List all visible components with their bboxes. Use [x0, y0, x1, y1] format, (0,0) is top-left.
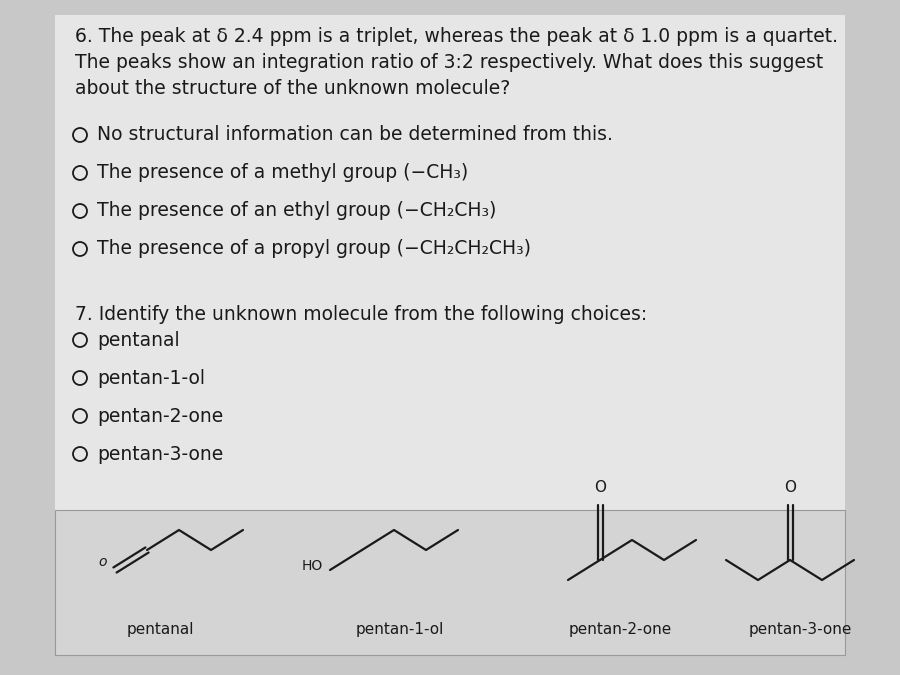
Text: pentan-2-one: pentan-2-one	[97, 406, 223, 425]
FancyBboxPatch shape	[55, 15, 845, 655]
Text: pentan-1-ol: pentan-1-ol	[97, 369, 205, 387]
Text: The presence of a propyl group (−CH₂CH₂CH₃): The presence of a propyl group (−CH₂CH₂C…	[97, 240, 531, 259]
FancyBboxPatch shape	[55, 510, 845, 655]
Text: The peaks show an integration ratio of 3:2 respectively. What does this suggest: The peaks show an integration ratio of 3…	[75, 53, 824, 72]
Text: pentan-3-one: pentan-3-one	[97, 445, 223, 464]
Text: O: O	[594, 480, 606, 495]
Text: pentanal: pentanal	[126, 622, 194, 637]
Text: The presence of a methyl group (−CH₃): The presence of a methyl group (−CH₃)	[97, 163, 468, 182]
Text: o: o	[99, 555, 107, 569]
Text: pentan-2-one: pentan-2-one	[569, 622, 671, 637]
Text: pentan-1-ol: pentan-1-ol	[356, 622, 445, 637]
Text: 7. Identify the unknown molecule from the following choices:: 7. Identify the unknown molecule from th…	[75, 305, 647, 324]
Text: The presence of an ethyl group (−CH₂CH₃): The presence of an ethyl group (−CH₂CH₃)	[97, 202, 497, 221]
Text: pentanal: pentanal	[97, 331, 180, 350]
Text: about the structure of the unknown molecule?: about the structure of the unknown molec…	[75, 79, 510, 98]
Text: O: O	[784, 480, 796, 495]
Text: HO: HO	[302, 559, 322, 573]
Text: 6. The peak at δ 2.4 ppm is a triplet, whereas the peak at δ 1.0 ppm is a quarte: 6. The peak at δ 2.4 ppm is a triplet, w…	[75, 27, 838, 46]
Text: pentan-3-one: pentan-3-one	[748, 622, 851, 637]
Text: No structural information can be determined from this.: No structural information can be determi…	[97, 126, 613, 144]
